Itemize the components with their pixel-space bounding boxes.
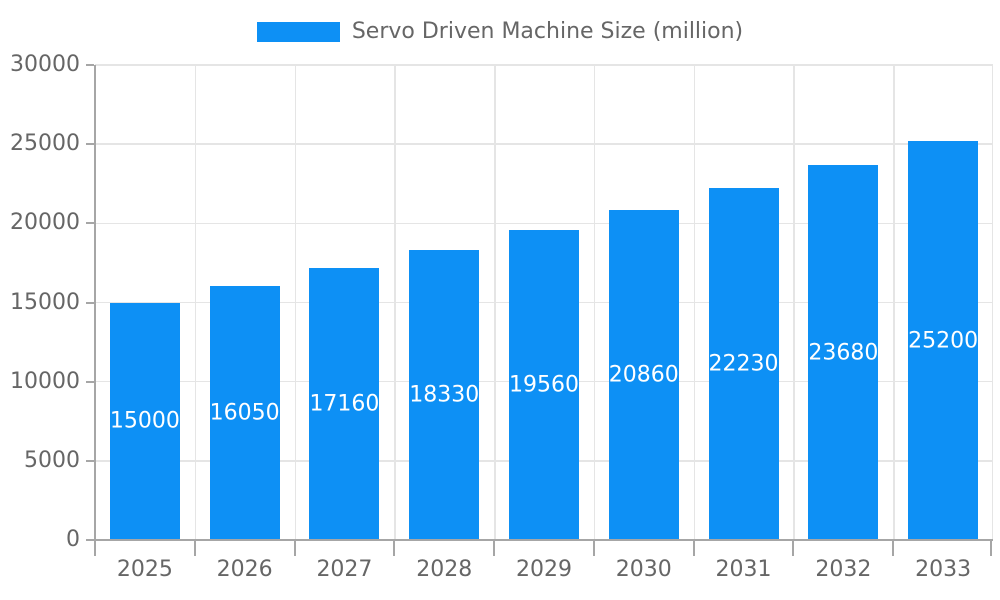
- bar-value-label: 16050: [209, 400, 280, 426]
- gridline-v: [194, 65, 197, 540]
- x-axis-label: 2029: [516, 557, 572, 582]
- x-axis-tick: [892, 540, 895, 556]
- x-axis-label: 2030: [615, 557, 672, 582]
- gridline-v: [793, 65, 795, 540]
- x-axis-tick: [692, 540, 695, 556]
- bar: 23680: [808, 165, 879, 540]
- bar: 19560: [509, 230, 579, 540]
- y-axis-label: 20000: [10, 210, 80, 236]
- y-axis-tick: [86, 380, 94, 383]
- x-axis-label: 2033: [915, 557, 972, 582]
- x-axis-tick: [193, 540, 196, 556]
- bar: 25200: [908, 141, 979, 540]
- bar: 18330: [409, 249, 480, 540]
- x-axis-label: 2031: [715, 557, 772, 582]
- y-axis-tick: [86, 301, 94, 304]
- gridline-v: [693, 65, 696, 540]
- gridline-v: [494, 65, 496, 540]
- x-axis-tick: [393, 540, 396, 556]
- bar-value-label: 23680: [808, 340, 879, 366]
- bar: 17160: [309, 268, 380, 540]
- bar-value-label: 20860: [608, 362, 679, 388]
- gridline-v: [294, 65, 297, 540]
- y-axis-tick: [86, 222, 94, 225]
- y-axis-label: 15000: [10, 289, 80, 315]
- plot-area: 0 5000 10000 15000 20000 25000 30000 15000 2025 1…: [10, 53, 993, 582]
- bar-value-label: 19560: [509, 372, 579, 398]
- x-axis-tick: [493, 540, 496, 556]
- x-axis-label: 2026: [216, 557, 273, 582]
- gridline-v: [991, 65, 993, 540]
- y-axis-tick: [86, 143, 94, 146]
- y-axis-label: 0: [66, 527, 80, 552]
- bar: 20860: [608, 209, 679, 540]
- bar: 16050: [209, 285, 280, 540]
- y-axis-line: [94, 65, 96, 540]
- legend-label: Servo Driven Machine Size (million): [351, 19, 744, 44]
- bar: 15000: [109, 302, 180, 540]
- x-axis-tick: [293, 540, 296, 556]
- y-axis-tick: [86, 459, 94, 462]
- x-axis-label: 2027: [316, 557, 373, 582]
- y-axis-label: 25000: [10, 131, 80, 157]
- gridline-h: [95, 64, 993, 66]
- bar-value-label: 18330: [409, 382, 480, 408]
- x-axis-label: 2025: [116, 557, 173, 582]
- x-axis-tick: [94, 540, 96, 556]
- x-axis-label: 2032: [815, 557, 872, 582]
- x-axis-tick: [592, 540, 595, 556]
- y-axis-label: 5000: [24, 447, 80, 473]
- bar-value-label: 22230: [708, 351, 779, 377]
- gridline-v: [893, 65, 895, 540]
- bar-value-label: 15000: [109, 408, 180, 434]
- legend[interactable]: Servo Driven Machine Size (million): [0, 19, 1000, 44]
- gridline-h: [95, 222, 993, 225]
- gridline-h: [95, 143, 993, 145]
- y-axis-tick: [86, 539, 94, 541]
- y-axis-tick: [86, 64, 94, 66]
- bar-value-label: 17160: [309, 391, 380, 417]
- bar-value-label: 25200: [908, 328, 979, 353]
- legend-swatch: [256, 22, 340, 42]
- y-axis-label: 30000: [10, 52, 80, 77]
- gridline-v: [593, 65, 596, 540]
- x-axis-label: 2028: [416, 557, 473, 582]
- bar: 22230: [708, 188, 779, 540]
- gridline-v: [394, 65, 396, 540]
- y-axis-label: 10000: [10, 368, 80, 394]
- x-axis-line: [95, 539, 993, 541]
- x-axis-tick: [792, 540, 795, 556]
- x-axis-tick: [990, 540, 992, 556]
